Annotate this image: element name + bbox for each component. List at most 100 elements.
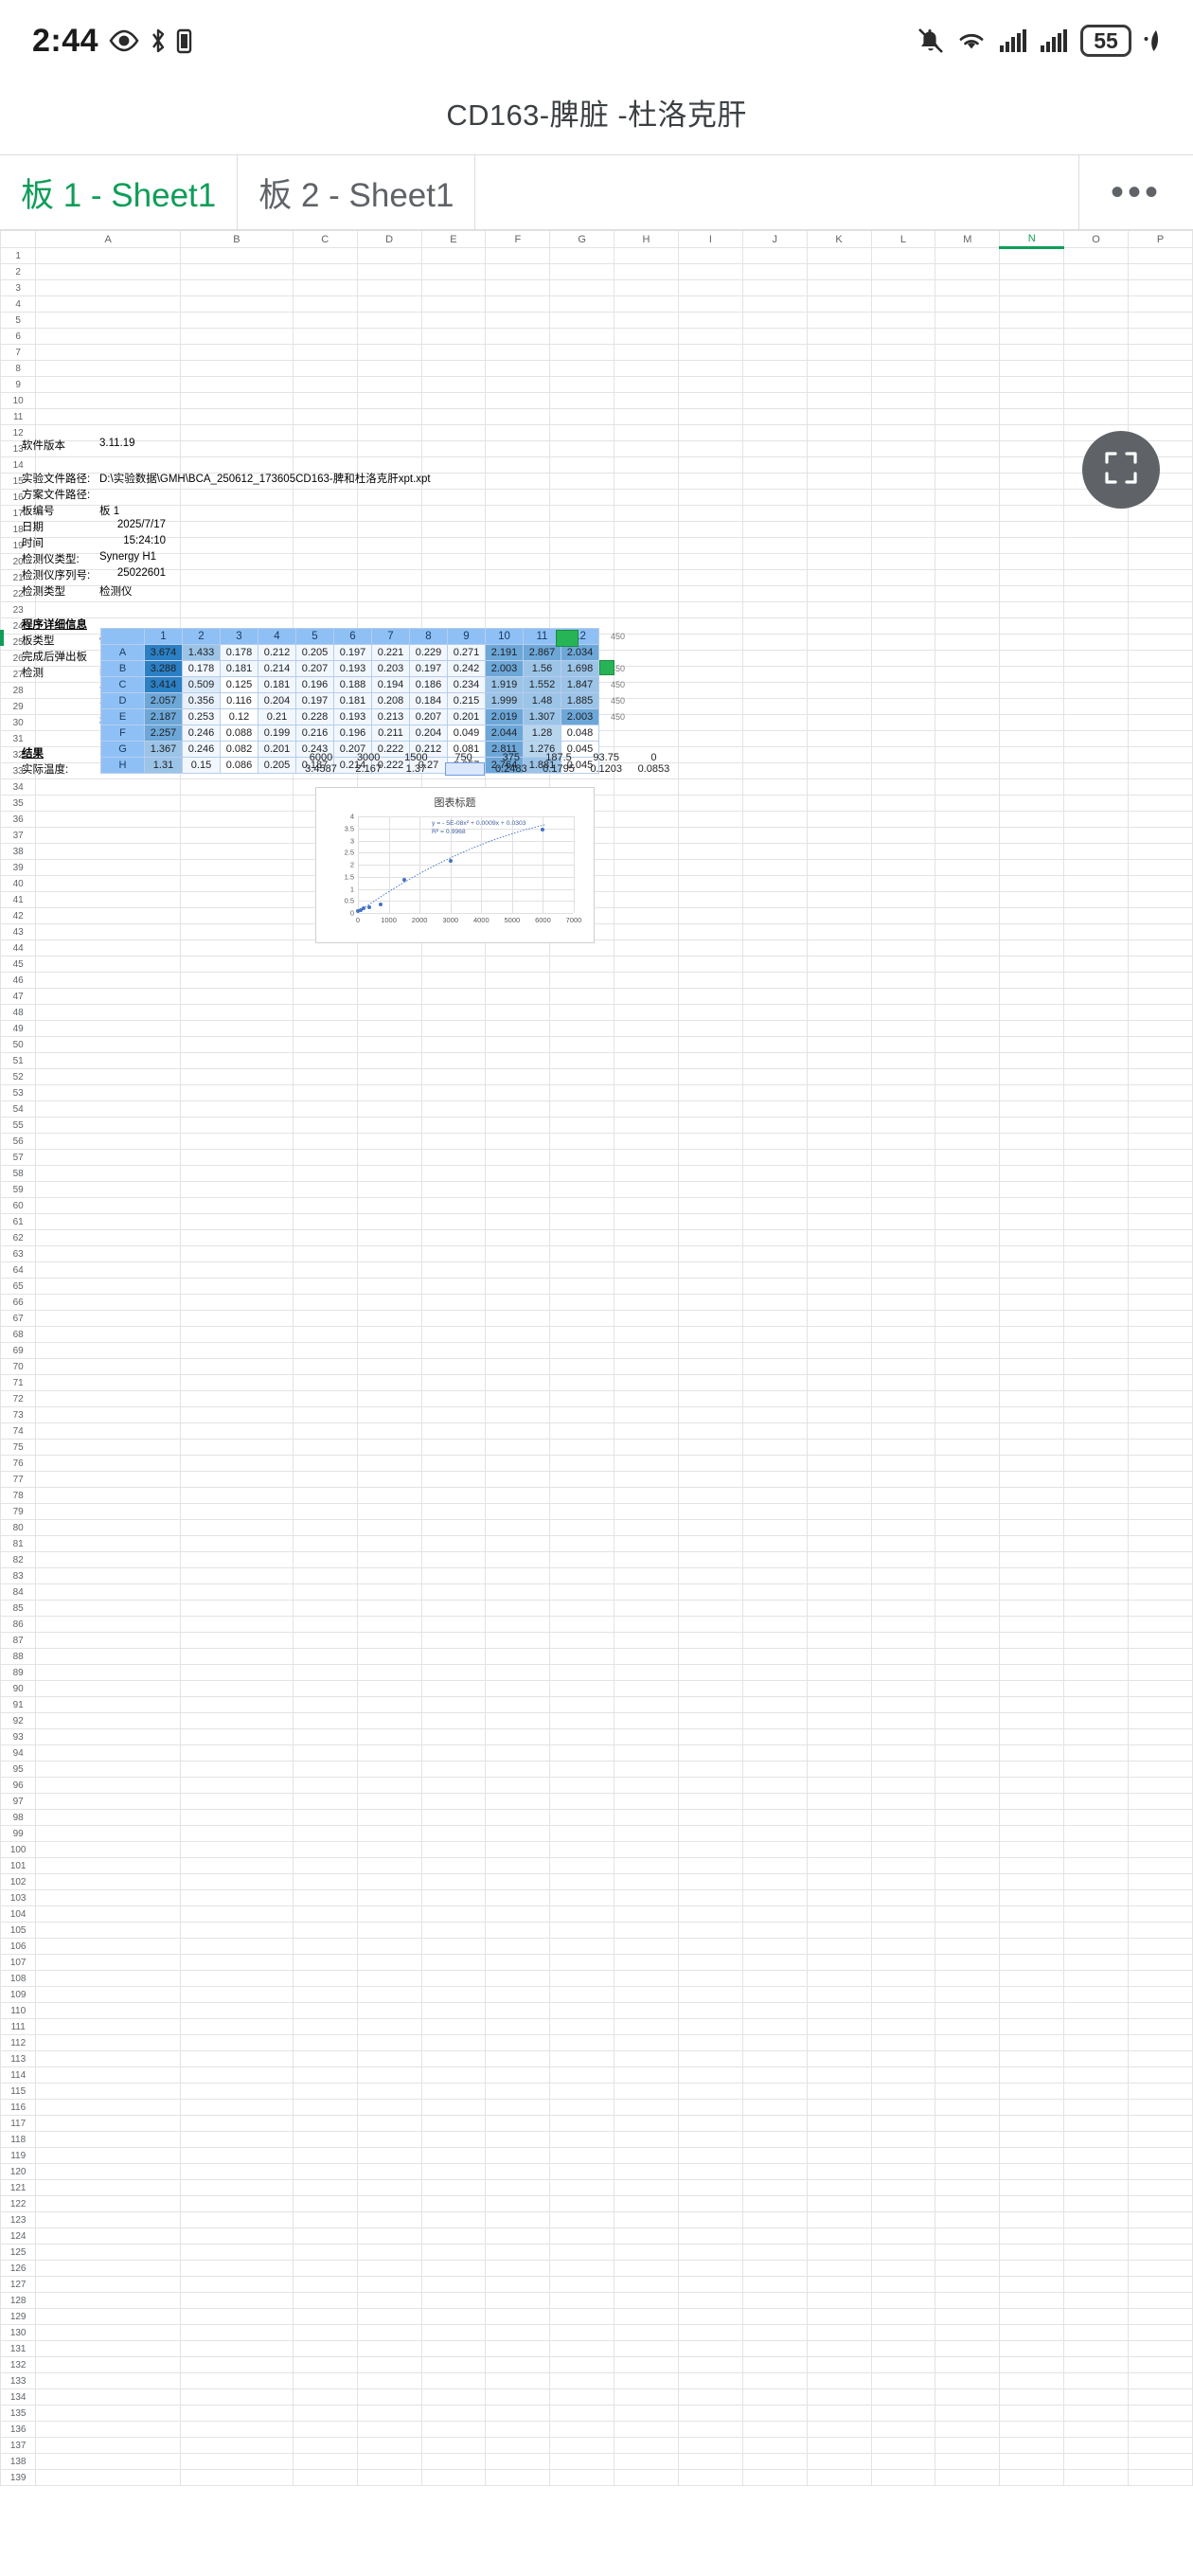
cell-P6[interactable]: [1127, 328, 1193, 345]
cell-J2[interactable]: [741, 263, 808, 280]
cell-L61[interactable]: [870, 1213, 936, 1230]
plate-cell-B12[interactable]: 1.698: [561, 660, 599, 677]
cell-E105[interactable]: [420, 1922, 487, 1939]
cell-O4[interactable]: [1063, 295, 1129, 313]
cell-A62[interactable]: [35, 1229, 182, 1246]
cell-O25[interactable]: [1063, 634, 1129, 651]
cell-J40[interactable]: [741, 875, 808, 892]
cell-B135[interactable]: [180, 2405, 294, 2422]
cell-D74[interactable]: [356, 1422, 422, 1440]
cell-B119[interactable]: [180, 2147, 294, 2164]
row-header-53[interactable]: 53: [0, 1084, 37, 1101]
cell-B107[interactable]: [180, 1954, 294, 1971]
cell-O83[interactable]: [1063, 1567, 1129, 1584]
cell-G54[interactable]: [549, 1100, 615, 1118]
cell-D82[interactable]: [356, 1551, 422, 1568]
row-header-29[interactable]: 29: [0, 698, 37, 715]
cell-C115[interactable]: [292, 2083, 358, 2100]
cell-D102[interactable]: [356, 1873, 422, 1890]
cell-A83[interactable]: [35, 1567, 182, 1584]
cell-O33[interactable]: [1063, 762, 1129, 779]
grid-row[interactable]: 6: [0, 328, 1193, 345]
cell-A134[interactable]: [35, 2388, 182, 2406]
cell-P83[interactable]: [1127, 1567, 1193, 1584]
cell-D5[interactable]: [356, 312, 422, 329]
cell-M94[interactable]: [935, 1744, 1001, 1762]
cell-H6[interactable]: [614, 328, 679, 345]
row-header-97[interactable]: 97: [0, 1793, 37, 1810]
cell-F2[interactable]: [485, 263, 551, 280]
cell-O104[interactable]: [1063, 1905, 1129, 1923]
cell-J114[interactable]: [741, 2066, 808, 2084]
row-header-98[interactable]: 98: [0, 1809, 37, 1826]
cell-J137[interactable]: [741, 2437, 808, 2454]
cell-G97[interactable]: [549, 1793, 615, 1810]
cell-C76[interactable]: [292, 1455, 358, 1472]
cell-A138[interactable]: [35, 2453, 182, 2470]
cell-K45[interactable]: [806, 956, 872, 973]
cell-G20[interactable]: [549, 553, 615, 570]
cell-I32[interactable]: [677, 746, 743, 763]
cell-I116[interactable]: [677, 2099, 743, 2116]
cell-O115[interactable]: [1063, 2083, 1129, 2100]
cell-N68[interactable]: [999, 1326, 1065, 1343]
cell-K47[interactable]: [806, 988, 872, 1005]
grid-row[interactable]: 23: [0, 601, 1193, 618]
cell-F57[interactable]: [485, 1149, 551, 1166]
cell-C17[interactable]: [292, 505, 358, 522]
cell-K110[interactable]: [806, 2002, 872, 2019]
cell-D106[interactable]: [356, 1938, 422, 1955]
cell-E91[interactable]: [420, 1696, 487, 1713]
cell-C92[interactable]: [292, 1712, 358, 1729]
cell-M124[interactable]: [935, 2227, 1001, 2245]
cell-I28[interactable]: [677, 682, 743, 699]
row-header-14[interactable]: 14: [0, 456, 37, 474]
cell-B125[interactable]: [180, 2244, 294, 2261]
cell-H67[interactable]: [614, 1310, 679, 1327]
cell-O66[interactable]: [1063, 1294, 1129, 1311]
cell-D124[interactable]: [356, 2227, 422, 2245]
cell-P32[interactable]: [1127, 746, 1193, 763]
cell-A137[interactable]: [35, 2437, 182, 2454]
cell-L57[interactable]: [870, 1149, 936, 1166]
cell-B59[interactable]: [180, 1181, 294, 1198]
cell-E98[interactable]: [420, 1809, 487, 1826]
cell-B138[interactable]: [180, 2453, 294, 2470]
cell-D133[interactable]: [356, 2372, 422, 2389]
plate-cell-G3[interactable]: 0.082: [220, 741, 258, 758]
row-header-135[interactable]: 135: [0, 2405, 37, 2422]
cell-P117[interactable]: [1127, 2115, 1193, 2132]
cell-N95[interactable]: [999, 1761, 1065, 1778]
cell-J44[interactable]: [741, 939, 808, 957]
cell-B66[interactable]: [180, 1294, 294, 1311]
plate-cell-H4[interactable]: 0.205: [258, 757, 296, 774]
cell-K46[interactable]: [806, 972, 872, 989]
cell-M33[interactable]: [935, 762, 1001, 779]
column-header-k[interactable]: K: [806, 230, 872, 248]
cell-F58[interactable]: [485, 1165, 551, 1182]
cell-G136[interactable]: [549, 2421, 615, 2438]
cell-F63[interactable]: [485, 1245, 551, 1262]
row-header-56[interactable]: 56: [0, 1133, 37, 1150]
grid-row[interactable]: 9: [0, 376, 1193, 393]
cell-D115[interactable]: [356, 2083, 422, 2100]
cell-K118[interactable]: [806, 2131, 872, 2148]
cell-K123[interactable]: [806, 2211, 872, 2228]
cell-C120[interactable]: [292, 2163, 358, 2180]
cell-J35[interactable]: [741, 795, 808, 812]
cell-M126[interactable]: [935, 2260, 1001, 2277]
cell-L124[interactable]: [870, 2227, 936, 2245]
cell-K121[interactable]: [806, 2179, 872, 2196]
row-header-103[interactable]: 103: [0, 1889, 37, 1906]
cell-B53[interactable]: [180, 1084, 294, 1101]
row-header-125[interactable]: 125: [0, 2244, 37, 2261]
row-header-27[interactable]: 27: [0, 666, 37, 683]
cell-B133[interactable]: [180, 2372, 294, 2389]
cell-K48[interactable]: [806, 1004, 872, 1021]
cell-E13[interactable]: [420, 440, 487, 457]
cell-A67[interactable]: [35, 1310, 182, 1327]
cell-H124[interactable]: [614, 2227, 679, 2245]
cell-F55[interactable]: [485, 1117, 551, 1134]
cell-J43[interactable]: [741, 923, 808, 940]
